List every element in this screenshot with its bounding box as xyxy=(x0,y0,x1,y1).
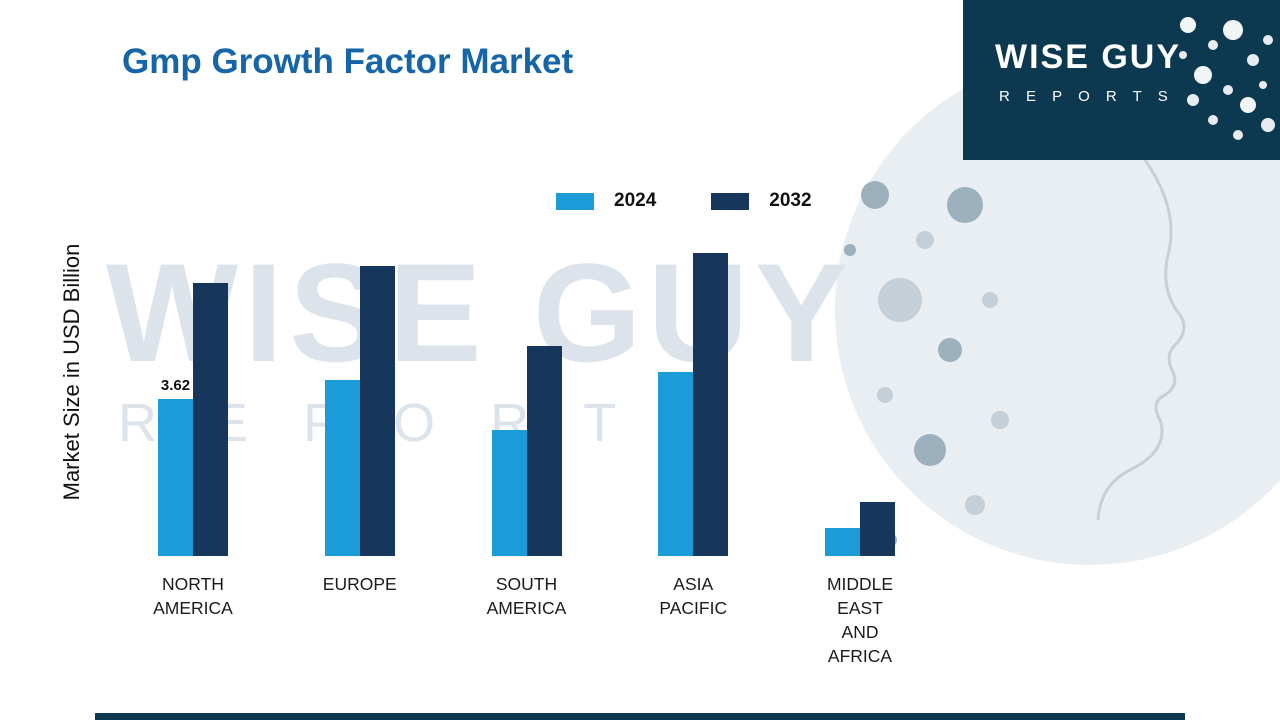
bar-value-label: 3.62 xyxy=(160,377,191,394)
legend-item-2024: 2024 xyxy=(556,190,656,212)
bar-2024-south-america xyxy=(491,430,527,556)
bar-col xyxy=(193,283,228,556)
bars-row xyxy=(324,244,395,556)
bar-2032-north-america xyxy=(193,283,228,556)
category-label-north-america: NORTH AMERICA xyxy=(153,574,233,619)
face-profile-graphic xyxy=(835,55,1280,565)
bar-2032-europe xyxy=(359,266,395,556)
logo-subtitle-text: R E P O R T S xyxy=(999,88,1174,105)
bar-col xyxy=(491,430,527,556)
category-label-middle-east-and-africa: MIDDLE EAST AND AFRICA xyxy=(826,574,894,667)
bar-group-europe: EUROPE xyxy=(285,244,435,669)
category-label-europe: EUROPE xyxy=(322,574,397,594)
bar-col xyxy=(324,380,360,556)
bar-group-south-america: SOUTH AMERICA xyxy=(452,244,602,669)
legend-label-2024: 2024 xyxy=(614,190,657,211)
legend-item-2032: 2032 xyxy=(711,190,812,212)
bar-2032-south-america xyxy=(526,346,562,556)
bars-row xyxy=(658,244,729,556)
bar-col xyxy=(359,266,395,556)
bars-row xyxy=(825,244,895,556)
bars-row: 3.62 xyxy=(158,244,228,556)
chart-title: Gmp Growth Factor Market xyxy=(122,42,574,81)
bar-2024-europe xyxy=(324,380,360,556)
bottom-accent-bar xyxy=(95,713,1185,720)
bar-group-north-america: 3.62 NORTH AMERICA xyxy=(118,244,268,669)
bar-col: 3.62 xyxy=(158,377,193,556)
bar-2024-north-america xyxy=(158,399,193,556)
bar-col xyxy=(860,502,895,556)
bar-2024-asia-pacific xyxy=(658,372,694,556)
bar-2032-asia-pacific xyxy=(693,253,729,556)
category-label-south-america: SOUTH AMERICA xyxy=(486,574,567,619)
legend-swatch-2032 xyxy=(711,192,750,210)
bars-row xyxy=(491,244,562,556)
bar-groups: 3.62 NORTH AMERICA EUROPE SOUTH AMERICA ASIA… xyxy=(118,244,935,669)
logo-brand-text: WISE GUY xyxy=(995,38,1182,76)
legend-label-2032: 2032 xyxy=(769,190,812,211)
bar-group-asia-pacific: ASIA PACIFIC xyxy=(618,244,768,669)
wiseguy-logo: WISE GUY R E P O R T S xyxy=(963,0,1280,160)
bar-2032-middle-east-and-africa xyxy=(860,502,895,556)
category-label-asia-pacific: ASIA PACIFIC xyxy=(659,574,728,619)
bar-col xyxy=(658,372,694,556)
logo-face-dots-icon xyxy=(1179,17,1275,140)
bar-2024-middle-east-and-africa xyxy=(825,528,860,556)
legend-swatch-2024 xyxy=(556,192,594,210)
bar-col xyxy=(693,253,729,556)
y-axis-label: Market Size in USD Billion xyxy=(59,243,84,501)
bar-col xyxy=(825,528,860,556)
chart-legend: 2024 2032 xyxy=(556,190,812,212)
bar-col xyxy=(526,346,562,556)
bar-group-middle-east-and-africa: MIDDLE EAST AND AFRICA xyxy=(785,244,935,669)
